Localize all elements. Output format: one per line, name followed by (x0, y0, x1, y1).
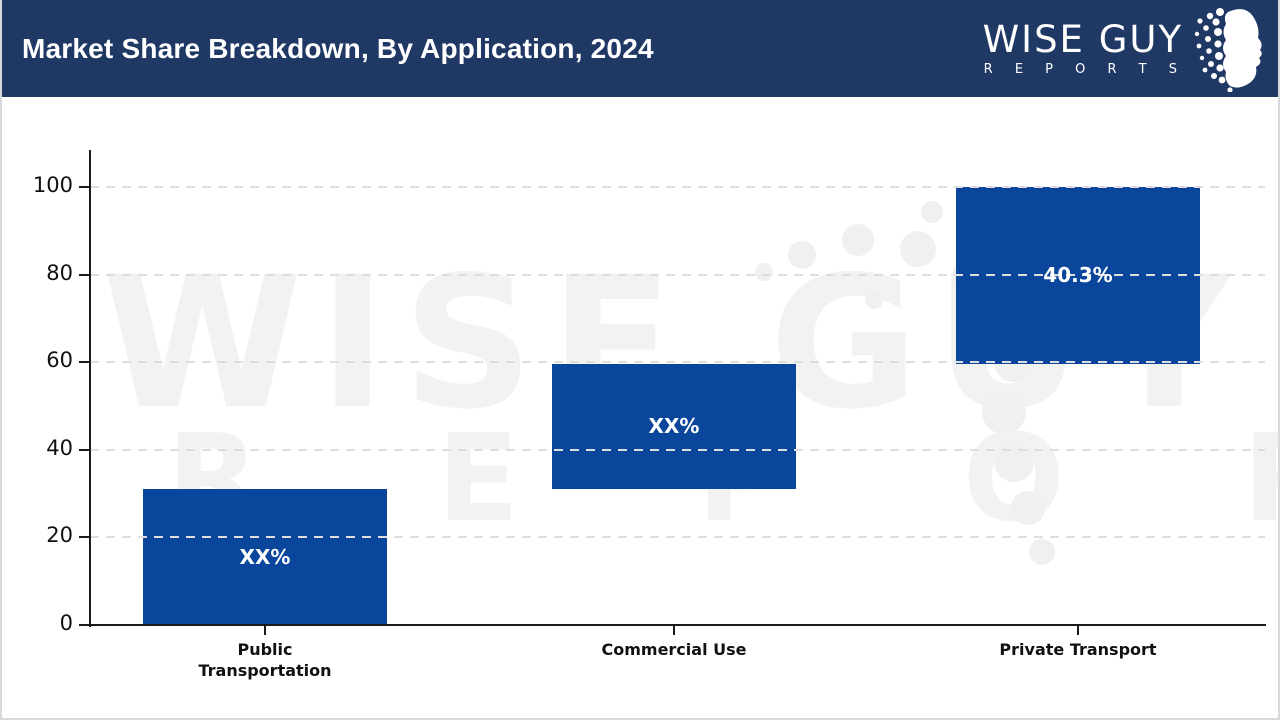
page-title: Market Share Breakdown, By Application, … (22, 32, 654, 64)
y-tick-label-40: 40 (46, 435, 73, 460)
gridline-60 (90, 361, 1265, 364)
x-tick-1 (673, 626, 675, 635)
wiseguy-face-icon (1194, 7, 1262, 92)
x-category-label-2: Private Transport (999, 640, 1157, 659)
x-tick-2 (1077, 626, 1079, 635)
bar-1 (552, 363, 796, 490)
gridline-100 (90, 186, 1265, 188)
y-tick-100 (79, 186, 89, 188)
gridline-20 (90, 536, 1265, 539)
x-category-label-0: Public Transportation (198, 640, 332, 680)
y-tick-40 (79, 448, 89, 451)
y-tick-60 (79, 361, 89, 364)
y-tick-80 (79, 273, 89, 276)
y-axis-line (89, 150, 91, 627)
y-tick-label-0: 0 (59, 611, 73, 635)
y-tick-label-80: 80 (46, 260, 73, 285)
header-bar: Market Share Breakdown, By Application, … (2, 0, 1278, 97)
bar-value-label-2: 40.3% (1043, 263, 1113, 288)
y-tick-label-100: 100 (32, 173, 73, 197)
y-tick-20 (79, 536, 89, 539)
y-tick-0 (79, 624, 89, 626)
x-category-label-1: Commercial Use (601, 640, 747, 659)
logo-wordmark: WISE GUY (982, 17, 1184, 61)
x-tick-0 (264, 626, 266, 635)
bar-value-label-1: XX% (648, 414, 700, 439)
x-axis-line (89, 624, 1266, 626)
wiseguy-logo: WISE GUY R E P O R T S (980, 6, 1264, 92)
bar-0 (143, 489, 387, 625)
gridline-40 (90, 448, 1265, 451)
gridline-80 (90, 273, 1265, 276)
bar-value-label-0: XX% (239, 545, 291, 570)
y-tick-label-20: 20 (46, 523, 73, 548)
y-tick-label-60: 60 (46, 348, 73, 373)
logo-subtext: R E P O R T S (983, 61, 1186, 77)
